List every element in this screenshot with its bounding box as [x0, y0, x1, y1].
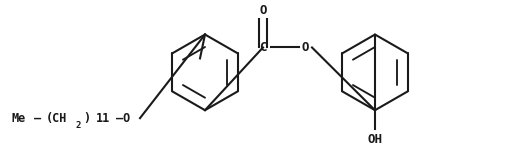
Text: —O: —O	[116, 112, 130, 125]
Text: OH: OH	[367, 133, 383, 146]
Text: ): )	[84, 112, 98, 125]
Text: O: O	[301, 41, 309, 54]
Text: 2: 2	[76, 121, 82, 130]
Text: Me: Me	[12, 112, 26, 125]
Text: (CH: (CH	[46, 112, 67, 125]
Text: —: —	[34, 112, 41, 125]
Text: C: C	[259, 41, 267, 54]
Text: O: O	[259, 4, 267, 17]
Text: 11: 11	[96, 112, 110, 125]
